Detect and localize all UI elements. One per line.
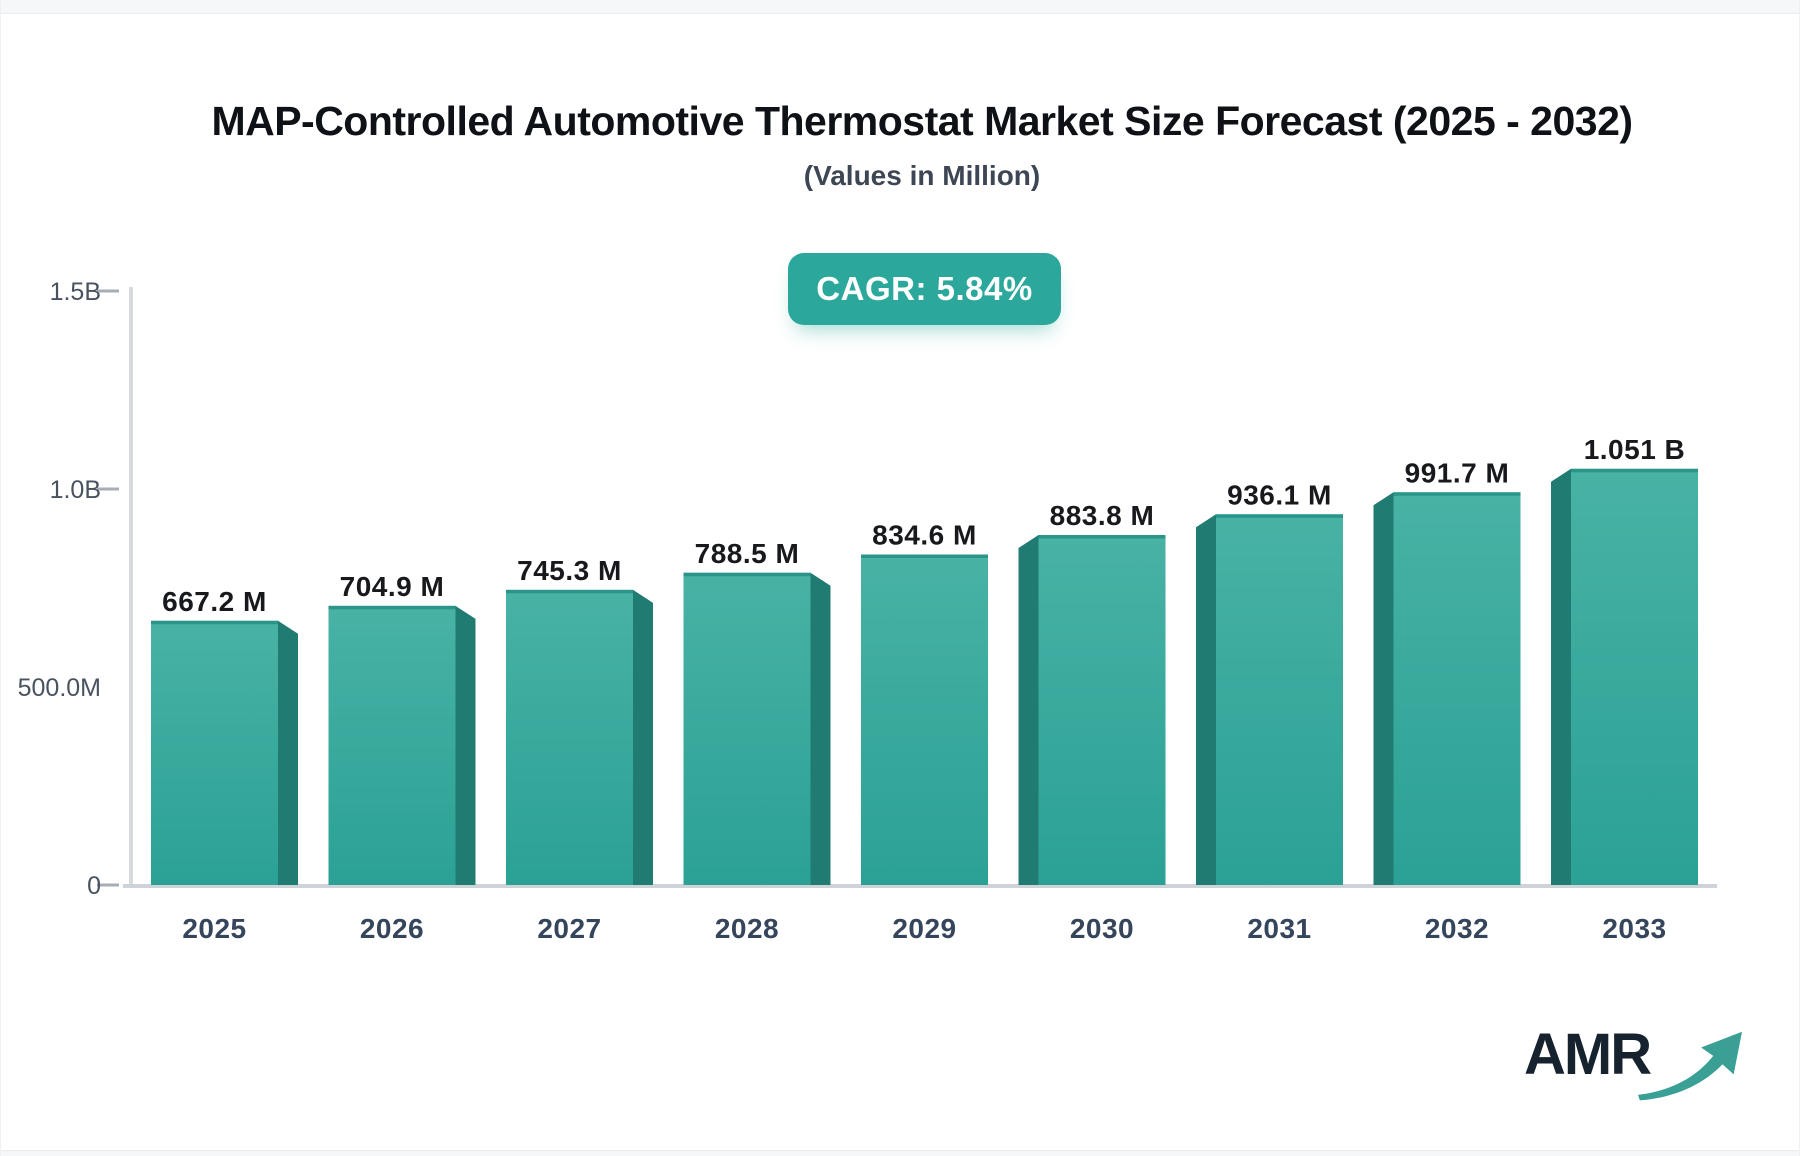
- bar-group-2026: 704.9 M 2026: [328, 571, 476, 944]
- y-tick-label: 1.5B: [50, 278, 101, 306]
- bar-side-panel: [1551, 468, 1571, 885]
- y-tick-label: 500.0M: [18, 674, 101, 702]
- y-tick-label: 1.0B: [50, 476, 101, 504]
- bar-value-label: 1.051 B: [1584, 434, 1686, 465]
- amr-logo-text: AMR: [1524, 1022, 1652, 1087]
- bar-side-panel: [1373, 492, 1394, 885]
- bar-value-label: 936.1 M: [1227, 479, 1332, 510]
- bar-face: [1038, 535, 1166, 885]
- chart-title: MAP-Controlled Automotive Thermostat Mar…: [211, 98, 1633, 144]
- bar-side-panel: [1018, 535, 1039, 885]
- bar-face: [861, 554, 988, 885]
- x-axis-year-label: 2026: [360, 913, 424, 944]
- x-axis-year-label: 2032: [1425, 913, 1489, 944]
- bar-top-edge: [506, 589, 633, 594]
- bar-face: [1393, 492, 1521, 885]
- bar-group-2033: 1.051 B 2033: [1551, 434, 1698, 944]
- bar-side-panel: [1196, 514, 1216, 885]
- bar-group-2028: 788.5 M 2028: [683, 538, 831, 944]
- cagr-badge: CAGR: 5.84%: [788, 253, 1061, 325]
- bar-face: [683, 572, 811, 885]
- bar-side-panel: [810, 572, 831, 885]
- bar-face: [151, 620, 278, 885]
- bar-top-edge: [151, 620, 278, 625]
- x-axis-line: [123, 884, 1717, 888]
- bar-top-edge: [1571, 468, 1698, 473]
- y-axis-line: [129, 287, 133, 888]
- bar-face: [1216, 514, 1343, 885]
- bar-value-label: 745.3 M: [517, 555, 622, 586]
- bar-value-label: 788.5 M: [695, 538, 800, 569]
- x-axis-year-label: 2033: [1602, 913, 1666, 944]
- bar-face: [1571, 468, 1698, 885]
- bar-value-label: 704.9 M: [340, 571, 445, 602]
- bar-group-2025: 667.2 M 2025: [151, 586, 298, 944]
- bar-group-2027: 745.3 M 2027: [506, 555, 653, 944]
- bar-group-2029: 834.6 M 2029: [861, 519, 988, 944]
- bar-side-panel: [455, 605, 476, 885]
- bar-top-edge: [1393, 492, 1521, 496]
- bar-group-2030: 883.8 M 2030: [1018, 500, 1166, 944]
- bar-face: [506, 589, 633, 885]
- bar-top-edge: [861, 554, 988, 558]
- bar-value-label: 883.8 M: [1050, 500, 1155, 531]
- y-tick-dash: [97, 289, 119, 293]
- bar-top-edge: [683, 572, 811, 577]
- y-tick-dash: [97, 487, 119, 491]
- page-top-strip: [1, 0, 1799, 14]
- x-axis-year-label: 2031: [1247, 913, 1311, 944]
- growth-arrow-icon: [1638, 1031, 1743, 1101]
- page-bottom-strip: [1, 1150, 1799, 1156]
- amr-logo: AMR: [1524, 1026, 1746, 1106]
- bar-side-panel: [278, 620, 298, 885]
- bar-value-label: 667.2 M: [162, 586, 267, 617]
- bar-top-edge: [1216, 514, 1343, 518]
- x-axis-year-label: 2025: [182, 913, 246, 944]
- bar-value-label: 991.7 M: [1405, 457, 1510, 488]
- bar-face: [328, 605, 456, 885]
- bar-top-edge: [1038, 535, 1166, 539]
- x-axis-year-label: 2029: [892, 913, 956, 944]
- x-axis-year-label: 2028: [715, 913, 779, 944]
- chart-subtitle: (Values in Million): [803, 160, 1041, 191]
- bar-value-label: 834.6 M: [872, 519, 977, 550]
- x-axis-year-label: 2027: [537, 913, 601, 944]
- bar-group-2031: 936.1 M 2031: [1196, 479, 1343, 944]
- bar-group-2032: 991.7 M 2032: [1373, 457, 1521, 944]
- y-tick-label: 0: [87, 872, 101, 900]
- y-tick-dash: [97, 883, 119, 887]
- x-axis-year-label: 2030: [1070, 913, 1134, 944]
- bar-top-edge: [328, 605, 456, 610]
- bar-side-panel: [633, 589, 653, 885]
